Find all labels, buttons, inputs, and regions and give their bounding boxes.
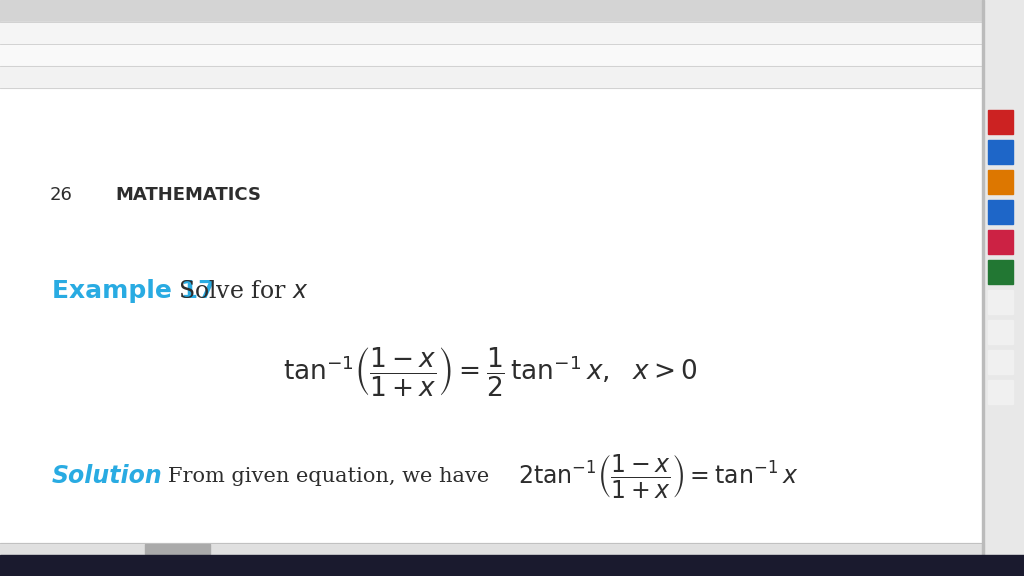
Text: 26: 26 xyxy=(50,186,73,204)
Text: From given equation, we have: From given equation, we have xyxy=(168,467,489,486)
Bar xyxy=(988,380,1013,404)
Bar xyxy=(0,555,1024,576)
Bar xyxy=(0,44,984,66)
Bar xyxy=(0,543,984,555)
Bar xyxy=(988,140,1013,164)
Bar xyxy=(988,170,1013,194)
Bar xyxy=(988,230,1013,254)
Text: MATHEMATICS: MATHEMATICS xyxy=(115,186,261,204)
Bar xyxy=(0,66,984,88)
Text: Solution: Solution xyxy=(52,464,163,488)
Bar xyxy=(982,0,984,555)
Text: $\tan^{-1}\!\left(\dfrac{1-x}{1+x}\right)=\dfrac{1}{2}\,\tan^{-1} x,\ \ x>0$: $\tan^{-1}\!\left(\dfrac{1-x}{1+x}\right… xyxy=(283,346,697,399)
Bar xyxy=(988,350,1013,374)
Text: Example 17: Example 17 xyxy=(52,279,215,303)
Bar xyxy=(988,260,1013,284)
Bar xyxy=(988,110,1013,134)
Text: Solve for $x$: Solve for $x$ xyxy=(178,279,309,302)
Bar xyxy=(0,22,1024,44)
Bar xyxy=(988,320,1013,344)
Text: $2\tan^{-1}\!\left(\dfrac{1-x}{1+x}\right)=\tan^{-1} x$: $2\tan^{-1}\!\left(\dfrac{1-x}{1+x}\righ… xyxy=(518,452,799,500)
Bar xyxy=(0,0,1024,22)
Bar xyxy=(988,200,1013,224)
Bar xyxy=(988,290,1013,314)
Bar xyxy=(984,0,1024,555)
Bar xyxy=(145,544,210,554)
